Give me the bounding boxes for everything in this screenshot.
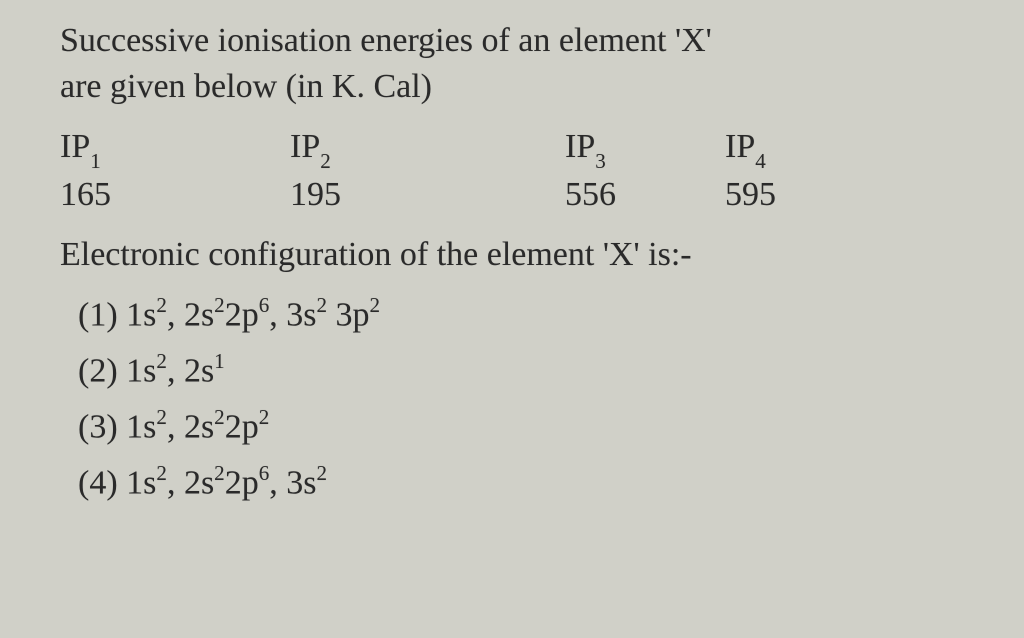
ip-header-row: IP1 IP2 IP3 IP4: [60, 124, 984, 172]
ip-sub: 3: [595, 149, 606, 173]
ip-value-row: 165 195 556 595: [60, 172, 984, 218]
orbital-sup: 1: [214, 349, 225, 373]
question-line-2: are given below (in K. Cal): [60, 68, 432, 105]
orbital-sup: 2: [214, 405, 225, 429]
option-text: [327, 296, 336, 333]
orbital-base: 1s: [126, 352, 156, 389]
ip-header-2: IP2: [290, 124, 565, 172]
option-text: ,: [167, 409, 184, 446]
option-1[interactable]: (1) 1s2, 2s22p6, 3s2 3p2: [78, 292, 984, 338]
orbital-sup: 2: [156, 349, 167, 373]
orbital-sup: 2: [317, 293, 328, 317]
question-text: Successive ionisation energies of an ele…: [60, 18, 984, 110]
option-text: ,: [167, 352, 184, 389]
orbital-sup: 2: [214, 293, 225, 317]
ip-header-3: IP3: [565, 124, 725, 172]
ip-value-4: 595: [725, 172, 885, 218]
orbital-base: 1s: [126, 465, 156, 502]
ip-table: IP1 IP2 IP3 IP4 165 195 556 595: [60, 124, 984, 218]
options-list: (1) 1s2, 2s22p6, 3s2 3p2(2) 1s2, 2s1(3) …: [60, 292, 984, 507]
orbital-base: 3p: [336, 296, 370, 333]
orbital-base: 2s: [184, 296, 214, 333]
orbital-base: 2s: [184, 352, 214, 389]
ip-value-3: 556: [565, 172, 725, 218]
ip-base: IP: [725, 128, 755, 165]
option-text: ,: [167, 465, 184, 502]
option-2[interactable]: (2) 1s2, 2s1: [78, 348, 984, 394]
orbital-base: 1s: [126, 409, 156, 446]
ip-sub: 2: [320, 149, 331, 173]
orbital-sup: 2: [317, 461, 328, 485]
orbital-sup: 6: [259, 293, 270, 317]
option-number: (1): [78, 296, 126, 333]
orbital-base: 2p: [225, 465, 259, 502]
ip-sub: 1: [90, 149, 101, 173]
option-3[interactable]: (3) 1s2, 2s22p2: [78, 404, 984, 450]
orbital-sup: 2: [156, 461, 167, 485]
config-prompt: Electronic configuration of the element …: [60, 232, 984, 278]
orbital-base: 2s: [184, 409, 214, 446]
orbital-base: 2p: [225, 296, 259, 333]
option-number: (4): [78, 465, 126, 502]
ip-header-4: IP4: [725, 124, 885, 172]
ip-value-2: 195: [290, 172, 565, 218]
orbital-sup: 2: [370, 293, 381, 317]
ip-base: IP: [565, 128, 595, 165]
orbital-base: 2s: [184, 465, 214, 502]
ip-base: IP: [60, 128, 90, 165]
orbital-base: 2p: [225, 409, 259, 446]
ip-value-1: 165: [60, 172, 290, 218]
orbital-sup: 2: [156, 405, 167, 429]
ip-header-1: IP1: [60, 124, 290, 172]
option-number: (3): [78, 409, 126, 446]
option-4[interactable]: (4) 1s2, 2s22p6, 3s2: [78, 460, 984, 506]
orbital-sup: 2: [214, 461, 225, 485]
orbital-sup: 2: [259, 405, 270, 429]
option-text: ,: [269, 296, 286, 333]
orbital-base: 3s: [286, 296, 316, 333]
orbital-sup: 2: [156, 293, 167, 317]
orbital-sup: 6: [259, 461, 270, 485]
ip-base: IP: [290, 128, 320, 165]
option-number: (2): [78, 352, 126, 389]
option-text: ,: [269, 465, 286, 502]
ip-sub: 4: [755, 149, 766, 173]
orbital-base: 1s: [126, 296, 156, 333]
orbital-base: 3s: [286, 465, 316, 502]
option-text: ,: [167, 296, 184, 333]
question-line-1: Successive ionisation energies of an ele…: [60, 22, 712, 59]
